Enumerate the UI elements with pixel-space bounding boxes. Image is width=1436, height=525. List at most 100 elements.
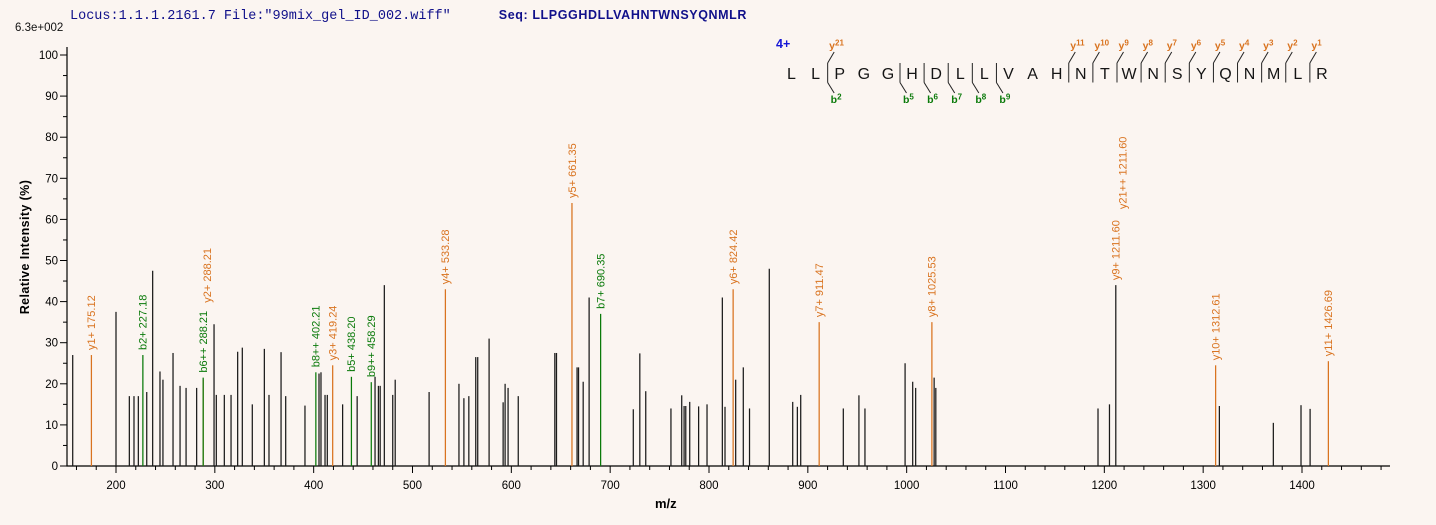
b-ion-peak-label: b7+ 690.35	[595, 254, 607, 309]
x-tick-label: 1100	[993, 480, 1018, 492]
precursor-charge-label: 4+	[776, 37, 791, 51]
y-ion-peak-label: y8+ 1025.53	[927, 256, 939, 317]
sequence-residue: N	[1244, 66, 1256, 83]
y-cleavage-slash	[1092, 51, 1100, 64]
y-ion-label: y11	[1070, 39, 1085, 53]
x-tick-label: 700	[601, 480, 620, 492]
sequence-residue: P	[834, 66, 845, 83]
b-ion-peak-label: b6++ 288.21	[198, 311, 210, 373]
y-tick-label: 50	[45, 256, 58, 268]
sequence-residue: L	[1293, 66, 1302, 83]
sequence-residue: M	[1267, 66, 1280, 83]
x-tick-label: 200	[106, 480, 125, 492]
b-cleavage-slash	[996, 82, 1004, 94]
sequence-residue: V	[1003, 66, 1014, 83]
b-ion-label: b6	[927, 93, 938, 107]
sequence-residue: L	[956, 66, 965, 83]
sequence-residue: A	[1027, 66, 1038, 83]
y-cleavage-slash	[1116, 51, 1124, 64]
y-ion-label: y4	[1239, 39, 1250, 53]
sequence-residue: L	[980, 66, 989, 83]
sequence-residue: D	[930, 66, 942, 83]
sequence-residue: L	[811, 66, 820, 83]
y-tick-label: 10	[45, 420, 58, 432]
y-tick-label: 60	[45, 214, 58, 226]
b-ion-label: b7	[951, 93, 962, 107]
x-tick-label: 600	[502, 480, 521, 492]
y-cleavage-slash	[1261, 51, 1269, 64]
b-cleavage-slash	[923, 82, 932, 94]
b-ion-label: b9	[999, 93, 1010, 107]
y-ion-peak-label: y10+ 1312.61	[1210, 293, 1222, 360]
x-tick-label: 1400	[1289, 480, 1315, 492]
sequence-residue: R	[1316, 66, 1328, 83]
sequence-residue: G	[858, 66, 870, 83]
b-ion-peak-label: b2+ 227.18	[138, 295, 150, 350]
x-tick-label: 500	[403, 480, 422, 492]
sequence-residue: L	[787, 66, 796, 83]
y-tick-label: 0	[52, 461, 58, 473]
y-ion-label: y9	[1118, 39, 1129, 53]
y-ion-peak-label: y2+ 288.21	[202, 248, 214, 303]
header: Locus:1.1.1.2161.7 File:"99mix_gel_ID_00…	[70, 6, 747, 24]
x-axis-title: m/z	[655, 496, 677, 511]
x-tick-label: 800	[699, 480, 718, 492]
sequence-residue: G	[882, 66, 894, 83]
sequence-residue: T	[1100, 66, 1110, 83]
y-ion-peak-label: y1+ 175.12	[86, 295, 98, 350]
y-ion-peak-label: y4+ 533.28	[440, 230, 452, 285]
b-cleavage-slash	[827, 82, 835, 94]
y-cleavage-slash	[1309, 51, 1317, 64]
y-tick-label: 90	[45, 91, 58, 103]
y-cleavage-slash	[1140, 51, 1149, 64]
y-cleavage-slash	[1188, 51, 1197, 64]
y-ion-label: y6	[1191, 39, 1202, 53]
y-ion-label: y2	[1287, 39, 1298, 53]
y-cleavage-slash	[1068, 51, 1076, 64]
y-cleavage-slash	[1212, 51, 1221, 64]
b-cleavage-slash	[971, 82, 980, 94]
x-tick-label: 1200	[1092, 480, 1118, 492]
x-tick-label: 1300	[1190, 480, 1216, 492]
y-tick-label: 30	[45, 338, 58, 350]
sequence-text: Seq: LLPGGHDLLVAHNTWNSYQNMLR	[498, 8, 748, 22]
sequence-residue: N	[1075, 66, 1087, 83]
sequence-residue: H	[906, 66, 918, 83]
y-cleavage-slash	[1237, 51, 1245, 64]
b-ion-label: b5	[903, 93, 914, 107]
locus-file-text: Locus:1.1.1.2161.7 File:"99mix_gel_ID_00…	[70, 9, 451, 24]
sequence-residue: N	[1147, 66, 1159, 83]
y-ion-peak-label: y5+ 661.35	[567, 143, 579, 198]
y-ion-peak-label: y11+ 1426.69	[1323, 290, 1335, 356]
y-ion-peak-label: y6+ 824.42	[728, 230, 740, 285]
y-tick-label: 40	[45, 297, 58, 309]
x-tick-label: 300	[205, 480, 224, 492]
x-tick-label: 1000	[894, 480, 920, 492]
b-ion-peak-label: b9++ 458.29	[366, 315, 378, 377]
y-ion-peak-label: y7+ 911.47	[814, 263, 826, 317]
b-ion-label: b2	[831, 93, 842, 107]
y-cleavage-slash	[1285, 51, 1293, 64]
y-tick-label: 80	[45, 132, 58, 144]
y-ion-peak-label: y21++ 1211.60	[1118, 137, 1130, 210]
sequence-residue: Q	[1219, 66, 1231, 83]
y-cleavage-slash	[827, 51, 835, 64]
y-tick-label: 70	[45, 173, 58, 185]
y-ion-peak-label: y9+ 1211.60	[1111, 220, 1123, 280]
b-cleavage-slash	[947, 82, 956, 94]
b-ion-peak-label: b8++ 402.21	[311, 305, 323, 367]
max-intensity-label: 6.3e+002	[15, 22, 64, 34]
b-cleavage-slash	[899, 82, 907, 94]
y-ion-label: y1	[1311, 39, 1322, 53]
sequence-residue: H	[1051, 66, 1063, 83]
b-ion-label: b8	[975, 93, 986, 107]
y-tick-label: 20	[45, 379, 58, 391]
x-tick-label: 900	[798, 480, 817, 492]
y-ion-label: y7	[1167, 39, 1178, 53]
y-ion-label: y21	[829, 39, 844, 53]
y-ion-label: y8	[1143, 39, 1154, 53]
y-ion-label: y10	[1094, 39, 1109, 53]
x-tick-label: 400	[304, 480, 323, 492]
y-ion-peak-label: y3+ 419.24	[327, 306, 339, 361]
